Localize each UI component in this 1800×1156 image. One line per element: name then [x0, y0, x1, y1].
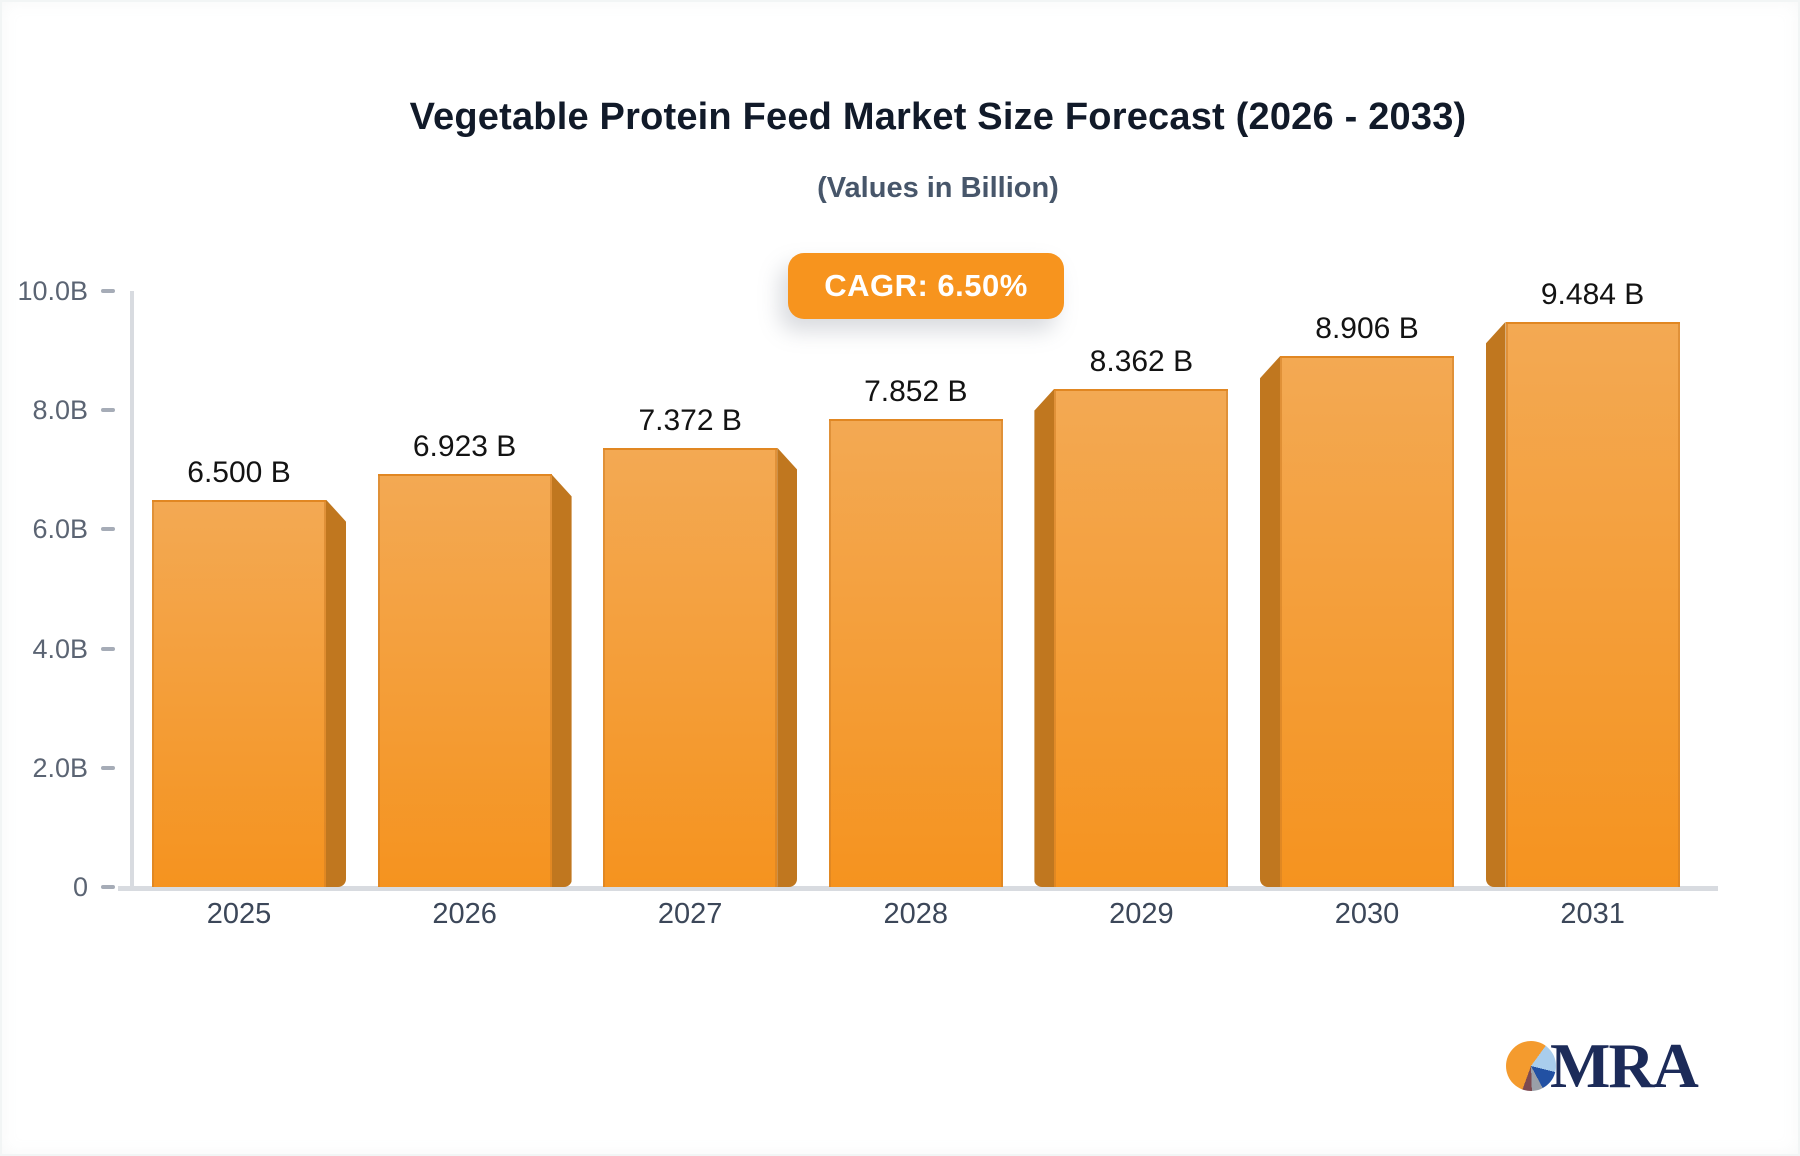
bar-value-label: 8.906 B [1315, 312, 1419, 346]
bar-value-label: 7.852 B [864, 375, 968, 409]
bar-face [1054, 388, 1229, 887]
bar-side [1260, 356, 1280, 887]
bar-side [777, 447, 798, 887]
x-tick-label: 2028 [883, 898, 949, 930]
y-tick-label: 8.0B [32, 395, 88, 426]
bar-face [377, 474, 552, 887]
bar-value-label: 6.500 B [187, 455, 291, 489]
y-tick-dash [101, 765, 115, 770]
x-axis-baseline [118, 886, 1718, 891]
y-tick-label: 4.0B [32, 633, 88, 664]
cagr-badge: CAGR: 6.50% [788, 253, 1064, 319]
y-tick-dash [101, 408, 115, 413]
bar-face [1280, 356, 1454, 887]
chart-title: Vegetable Protein Feed Market Size Forec… [409, 96, 1467, 138]
x-tick-label: 2031 [1560, 898, 1625, 930]
pie-chart-logo-icon [1506, 1041, 1556, 1091]
y-axis-line [130, 291, 134, 891]
x-tick-label: 2029 [1109, 898, 1174, 930]
bar-face [828, 419, 1003, 887]
x-tick-label: 2027 [657, 898, 723, 930]
y-tick-label: 10.0B [17, 276, 88, 306]
y-tick-dash [101, 527, 115, 532]
bar-side [326, 499, 346, 887]
bar-value-label: 9.484 B [1540, 277, 1645, 311]
x-tick-label: 2030 [1334, 898, 1400, 930]
bar-value-label: 6.923 B [412, 430, 517, 464]
bar-face [1505, 321, 1680, 887]
y-tick-label: 6.0B [32, 514, 88, 545]
y-tick-dash [101, 885, 115, 889]
bar-side [551, 474, 572, 887]
bar-value-label: 8.362 B [1089, 344, 1194, 378]
brand-logo: MRA [1506, 1030, 1699, 1102]
y-tick-label: 2.0B [32, 752, 88, 783]
chart-subtitle: (Values in Billion) [817, 172, 1059, 204]
bar-value-label: 7.372 B [638, 403, 742, 437]
bar-face [152, 499, 326, 887]
bar-side [1034, 388, 1055, 887]
y-tick-dash [101, 646, 115, 651]
y-tick-label: 0 [72, 872, 88, 902]
bar-side [1485, 321, 1506, 887]
bar-face [603, 447, 778, 887]
brand-logo-text: MRA [1550, 1030, 1699, 1101]
y-tick-dash [101, 289, 115, 293]
x-tick-label: 2026 [432, 898, 497, 930]
x-tick-label: 2025 [206, 898, 272, 930]
